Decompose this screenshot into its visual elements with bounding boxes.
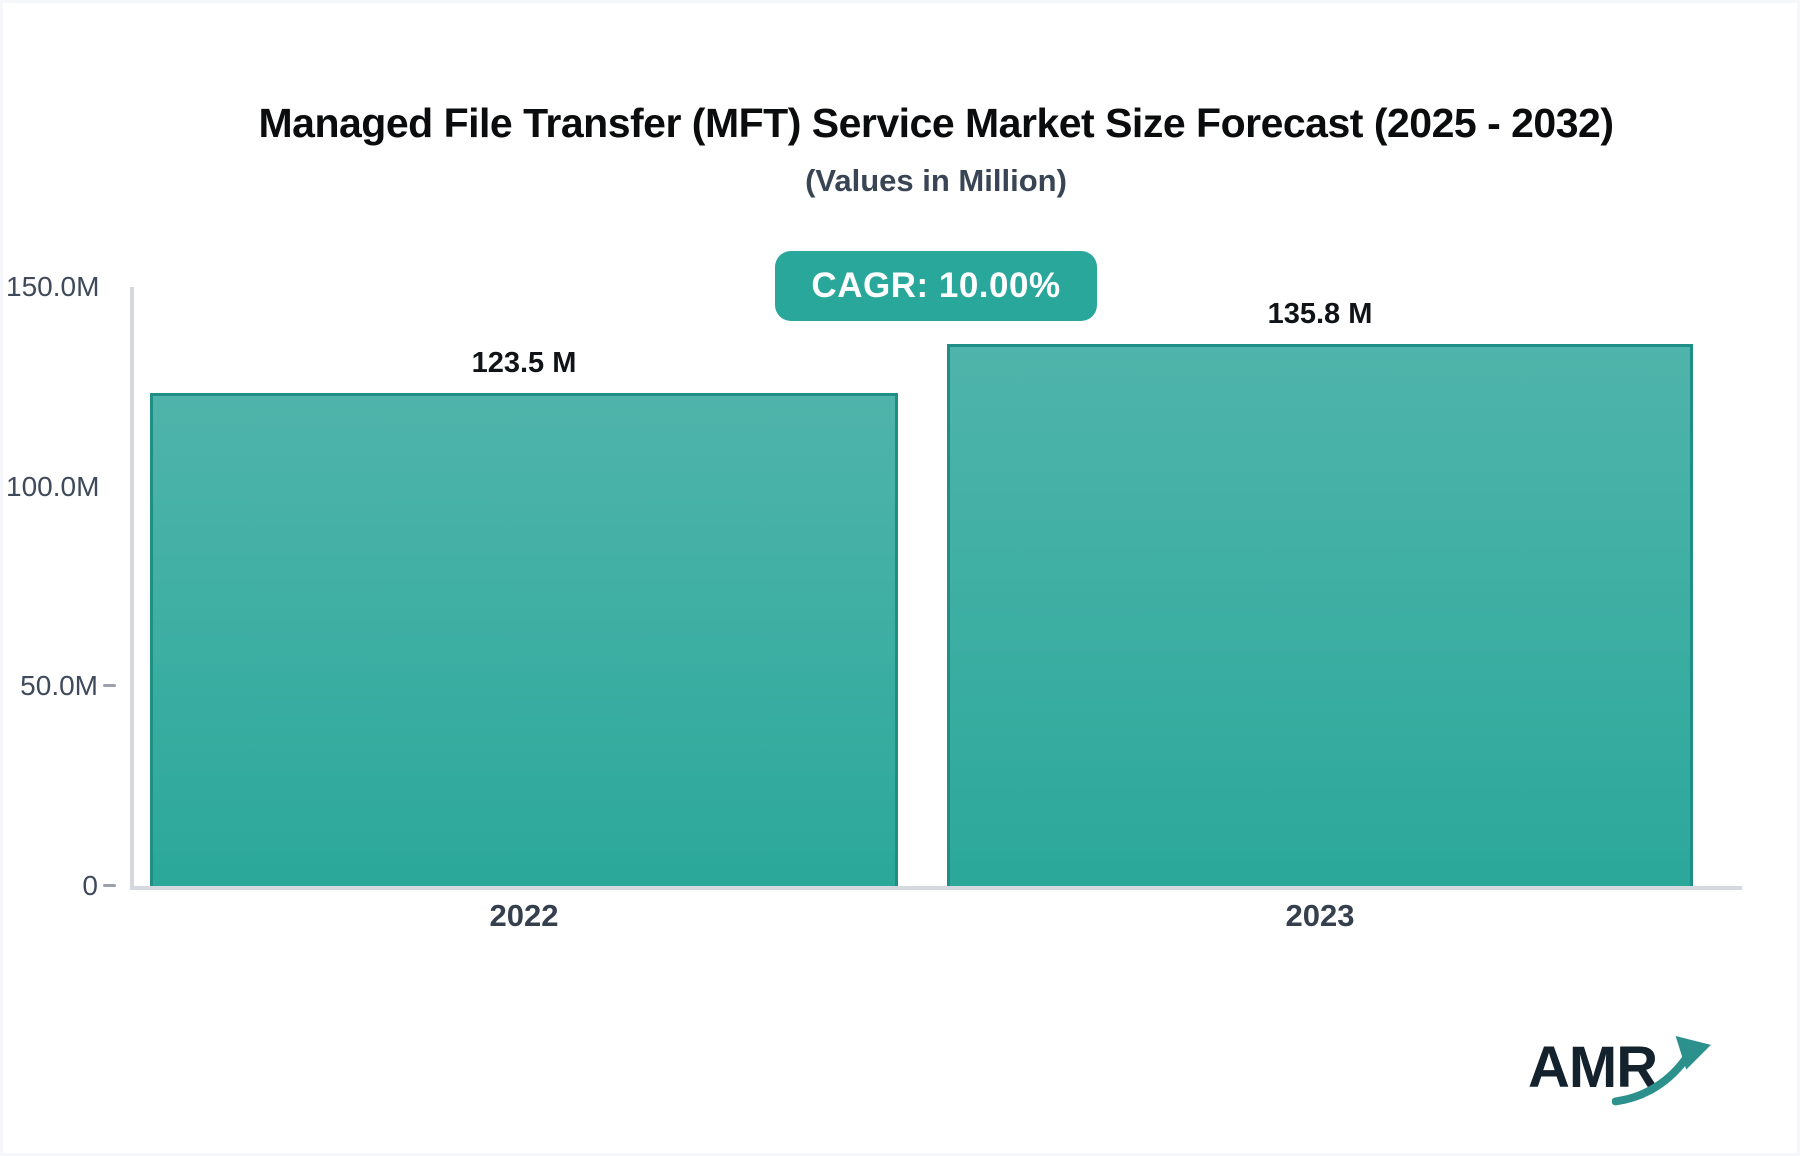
growth-arrow-icon	[1612, 1036, 1711, 1106]
y-tick-mark-0	[103, 884, 116, 887]
amr-logo: AMR	[1528, 1036, 1728, 1120]
amr-logo-text: AMR	[1528, 1035, 1658, 1100]
x-axis-label-2022: 2022	[489, 898, 559, 933]
y-tick-label-150: 150.0M	[6, 271, 100, 302]
y-tick-label-0: 0	[82, 870, 98, 901]
x-axis-label-2023: 2023	[1285, 898, 1355, 933]
cagr-badge: CAGR: 10.00%	[775, 251, 1097, 321]
bar-2023[interactable]	[947, 343, 1693, 886]
chart-header: Managed File Transfer (MFT) Service Mark…	[130, 0, 1742, 321]
bar-2022[interactable]	[150, 392, 898, 886]
y-tick-label-50: 50.0M	[20, 670, 98, 702]
chart-subtitle: (Values in Million)	[805, 163, 1067, 198]
page-title: Managed File Transfer (MFT) Service Mark…	[258, 100, 1614, 146]
y-tick-mark-50	[103, 684, 116, 688]
value-label-2022: 123.5 M	[471, 346, 577, 379]
y-tick-label-100: 100.0M	[6, 470, 100, 502]
y-axis-line	[130, 287, 134, 890]
x-axis-line	[130, 886, 1742, 890]
value-label-2023: 135.8 M	[1267, 297, 1373, 330]
